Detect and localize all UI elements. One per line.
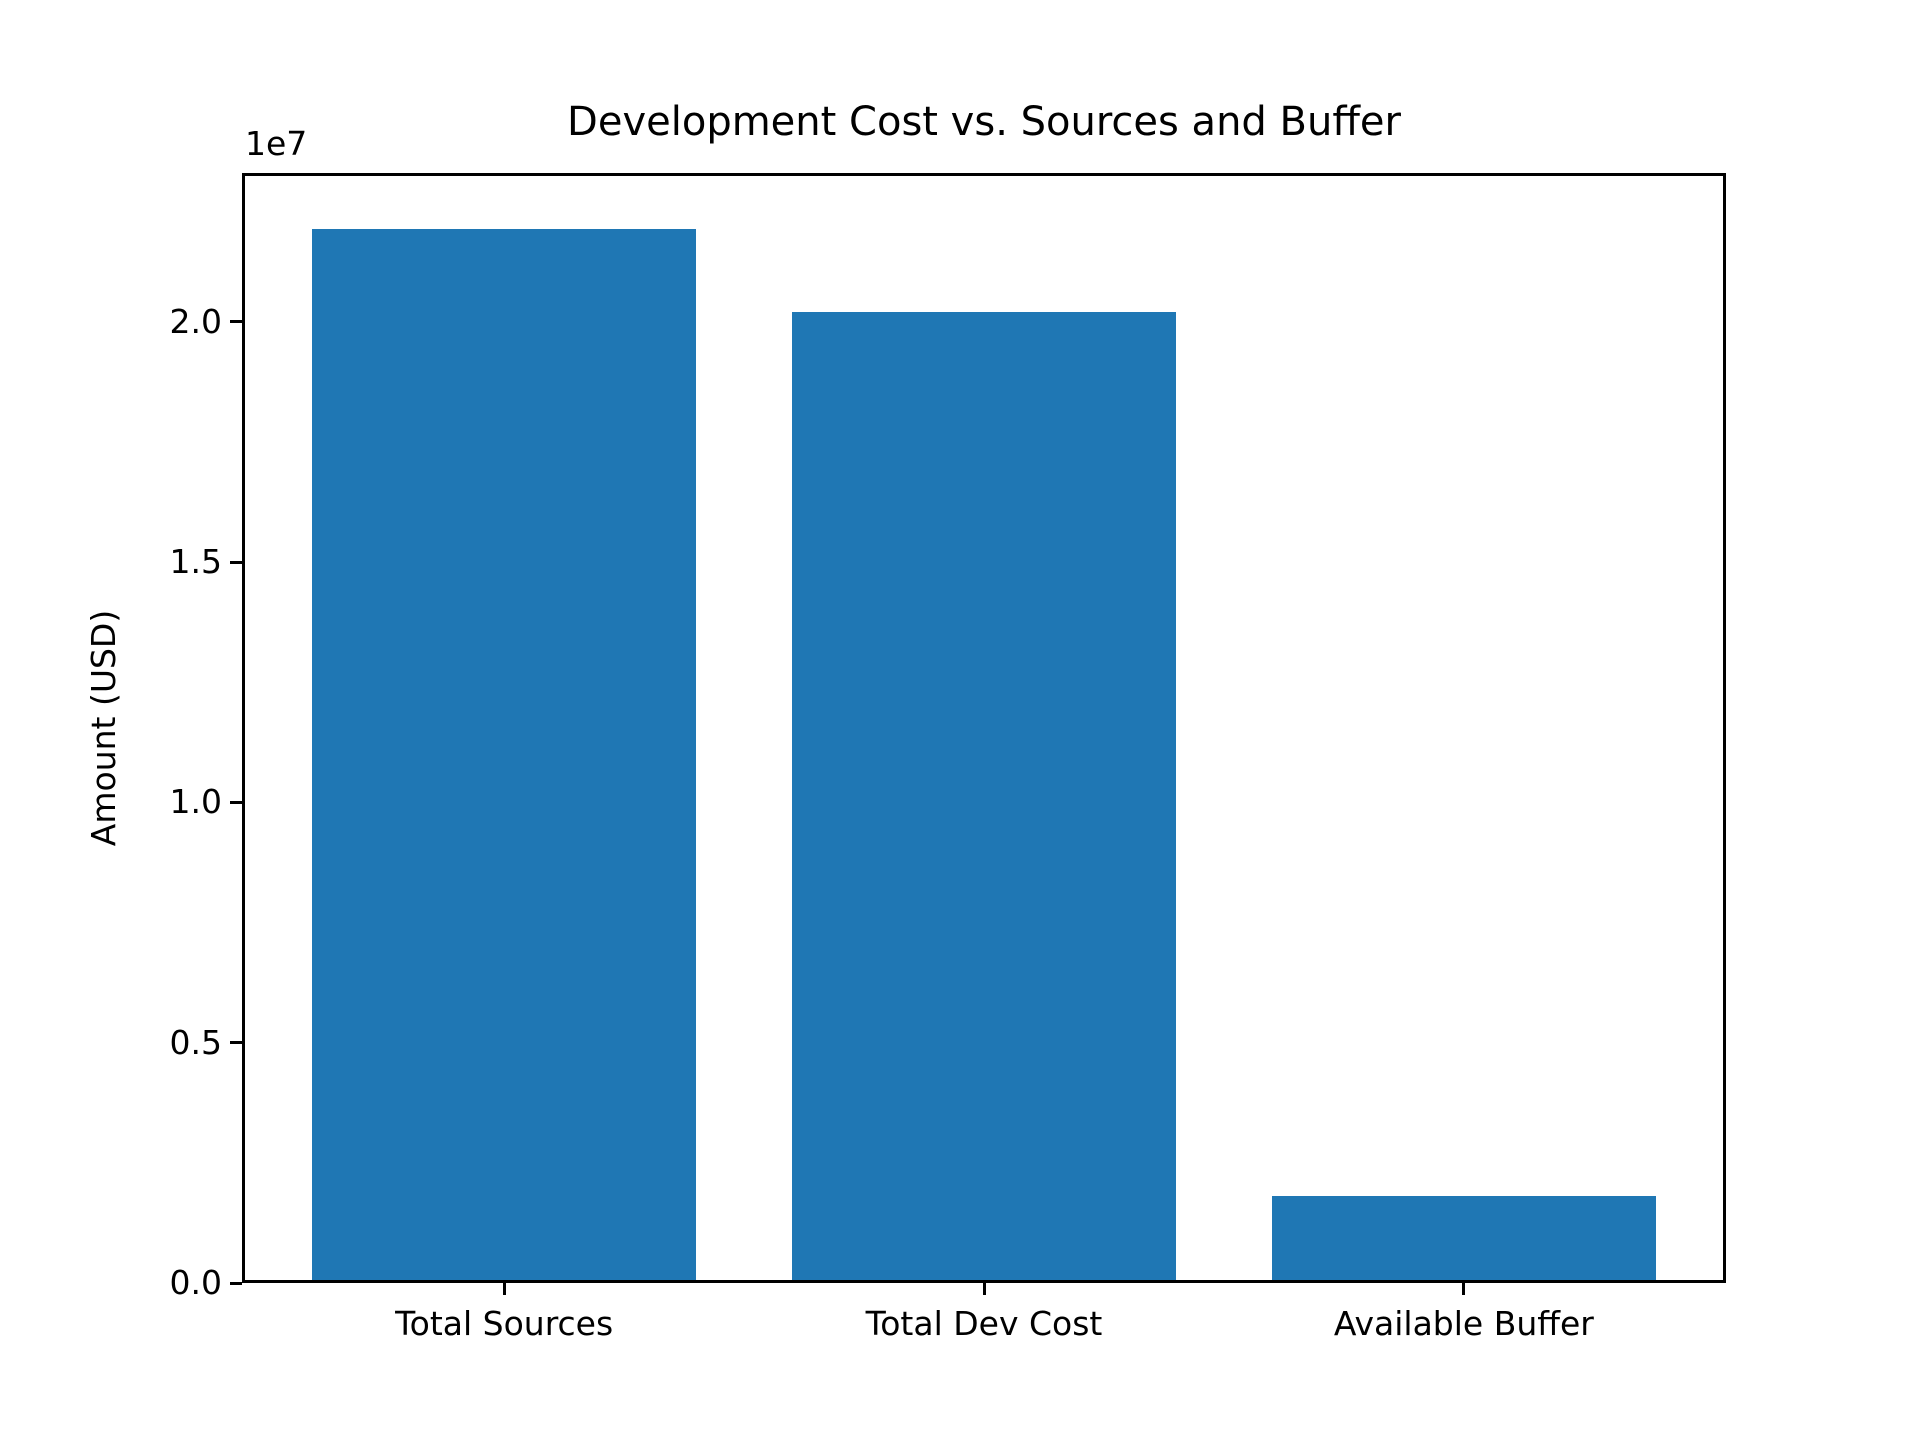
y-tick-label: 1.0 xyxy=(169,782,222,822)
bar-total-dev-cost xyxy=(792,312,1176,1280)
y-tick-label: 0.5 xyxy=(169,1022,222,1062)
y-tick-label: 2.0 xyxy=(169,301,222,341)
y-tick-mark xyxy=(230,560,242,564)
y-tick-mark xyxy=(230,800,242,804)
y-tick-label: 1.5 xyxy=(169,542,222,582)
y-tick-mark xyxy=(230,1041,242,1045)
y-axis-offset-label: 1e7 xyxy=(245,124,308,163)
y-tick-mark xyxy=(230,1281,242,1285)
x-tick-label: Total Dev Cost xyxy=(865,1304,1103,1343)
y-tick-label: 0.0 xyxy=(169,1263,222,1302)
y-tick-mark xyxy=(230,320,242,324)
plot-area xyxy=(242,173,1726,1283)
x-tick-mark xyxy=(502,1283,506,1295)
bar-total-sources xyxy=(312,228,697,1280)
bar-available-buffer xyxy=(1271,1196,1656,1280)
x-tick-label: Total Sources xyxy=(395,1304,614,1343)
x-tick-mark xyxy=(982,1283,986,1295)
chart-title: Development Cost vs. Sources and Buffer xyxy=(567,99,1401,145)
x-tick-label: Available Buffer xyxy=(1333,1304,1594,1343)
x-tick-mark xyxy=(1462,1283,1466,1295)
